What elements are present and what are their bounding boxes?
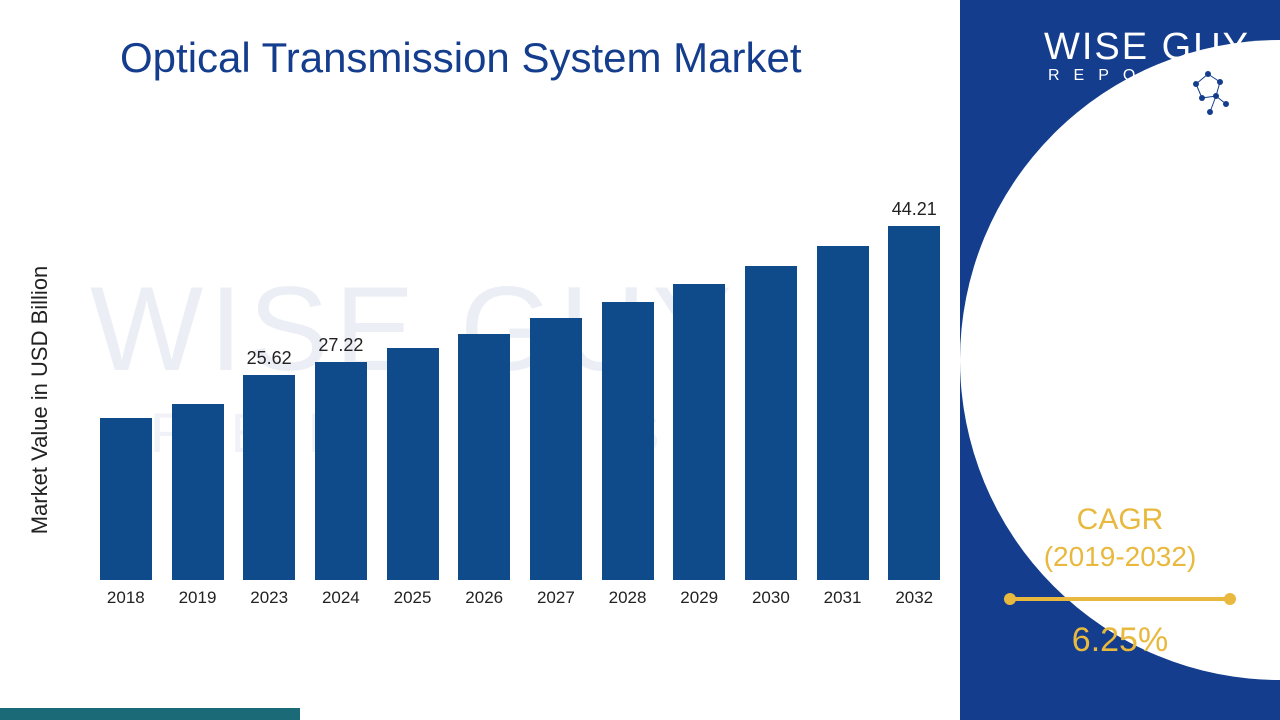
bar-slot: 25.62 xyxy=(233,180,305,580)
bar xyxy=(888,226,940,580)
x-tick-label: 2028 xyxy=(592,580,664,620)
x-tick-label: 2019 xyxy=(162,580,234,620)
x-tick-label: 2032 xyxy=(878,580,950,620)
bar-slot xyxy=(592,180,664,580)
x-tick-label: 2025 xyxy=(377,580,449,620)
x-tick-label: 2029 xyxy=(663,580,735,620)
x-tick-label: 2018 xyxy=(90,580,162,620)
x-tick-label: 2026 xyxy=(448,580,520,620)
bar-value-label: 25.62 xyxy=(247,348,292,369)
bar-slot xyxy=(807,180,879,580)
cagr-period: (2019-2032) xyxy=(990,541,1250,573)
cagr-value: 6.25% xyxy=(990,621,1250,660)
x-tick-label: 2024 xyxy=(305,580,377,620)
bar xyxy=(673,284,725,580)
bar-slot xyxy=(735,180,807,580)
bar xyxy=(817,246,869,580)
right-panel: WISE GUY REPORTS CAGR xyxy=(960,0,1280,720)
bar xyxy=(243,375,295,580)
bar xyxy=(387,348,439,580)
bar-slot: 27.22 xyxy=(305,180,377,580)
chart-title: Optical Transmission System Market xyxy=(120,34,802,82)
bar xyxy=(530,318,582,580)
bar-slot: 44.21 xyxy=(878,180,950,580)
bar-slot xyxy=(448,180,520,580)
bar xyxy=(602,302,654,580)
x-tick-label: 2023 xyxy=(233,580,305,620)
bars-container: 25.62 27.22 44.21 xyxy=(90,180,950,580)
x-axis: 2018201920232024202520262027202820292030… xyxy=(90,580,950,620)
bottom-accent-bar xyxy=(0,708,300,720)
bar-slot xyxy=(377,180,449,580)
x-tick-label: 2030 xyxy=(735,580,807,620)
cagr-divider xyxy=(1010,597,1230,601)
bar-slot xyxy=(663,180,735,580)
bar-slot xyxy=(90,180,162,580)
bar-slot xyxy=(162,180,234,580)
bar xyxy=(315,362,367,580)
plot-region: 25.62 27.22 44.21 xyxy=(90,180,950,580)
chart-area: Market Value in USD Billion 25.6227.2244… xyxy=(50,180,950,620)
bar-value-label: 44.21 xyxy=(892,199,937,220)
brand-logo: WISE GUY REPORTS xyxy=(1044,28,1250,84)
cagr-label: CAGR xyxy=(990,503,1250,537)
y-axis-label: Market Value in USD Billion xyxy=(27,266,53,535)
bar xyxy=(172,404,224,580)
x-tick-label: 2027 xyxy=(520,580,592,620)
bar xyxy=(100,418,152,580)
page-root: WISE GUY REPORTS WISE GUY REPORTS xyxy=(0,0,1280,720)
cagr-block: CAGR (2019-2032) 6.25% xyxy=(990,503,1250,660)
bar-value-label: 27.22 xyxy=(318,335,363,356)
bar-slot xyxy=(520,180,592,580)
brand-head-icon xyxy=(1166,46,1256,156)
x-tick-label: 2031 xyxy=(807,580,879,620)
bar xyxy=(745,266,797,580)
bar xyxy=(458,334,510,580)
